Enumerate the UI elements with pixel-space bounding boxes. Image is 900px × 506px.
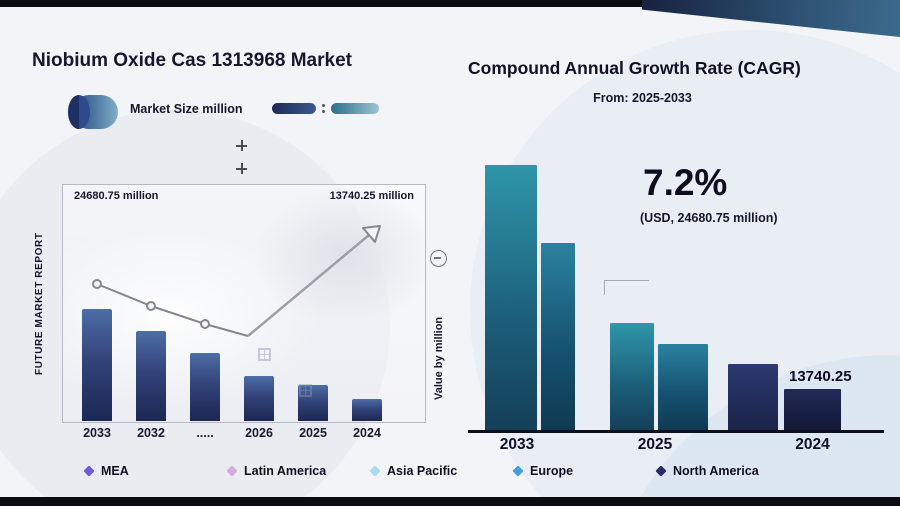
x-tick-2032: 2032 bbox=[137, 426, 165, 440]
cagr-x-tick-2025: 2025 bbox=[637, 436, 673, 453]
cagr-percentage: 7.2% bbox=[643, 162, 728, 203]
cagr-bar-2024 bbox=[784, 389, 841, 430]
legend-item-north-america: North America bbox=[655, 464, 800, 478]
x-tick-2024: 2024 bbox=[353, 426, 381, 440]
cylinder-icon bbox=[68, 95, 118, 129]
grid-icon bbox=[299, 384, 312, 397]
plus-icon bbox=[236, 140, 247, 151]
region-legend: MEA Latin America Asia Pacific Europe North … bbox=[83, 464, 800, 478]
right-x-axis-labels: 2033 2025 2024 bbox=[470, 436, 882, 458]
x-tick-2025: 2025 bbox=[299, 426, 327, 440]
legend-label: Asia Pacific bbox=[387, 464, 458, 478]
cagr-bar-2025 bbox=[610, 323, 654, 430]
right-x-axis bbox=[468, 430, 884, 433]
start-value-label: 24680.75 million bbox=[74, 190, 159, 202]
legend-diamond-icon bbox=[369, 465, 381, 477]
legend-pill-navy bbox=[272, 103, 316, 114]
legend-label: Latin America bbox=[244, 464, 327, 478]
end-value-label: 13740.25 million bbox=[329, 190, 414, 202]
legend-item-europe: Europe bbox=[512, 464, 657, 478]
right-y-axis-label: Value by million bbox=[433, 316, 445, 400]
market-size-bar-2032 bbox=[136, 331, 166, 421]
end-value-annotation: 13740.25 bbox=[789, 368, 852, 385]
trend-line bbox=[92, 225, 381, 337]
left-legend-label: Market Size million bbox=[130, 102, 243, 116]
left-chart-title: Niobium Oxide Cas 1313968 Market bbox=[32, 50, 352, 71]
legend-label: North America bbox=[673, 464, 759, 478]
legend-pills bbox=[272, 103, 379, 114]
bottom-border-bar bbox=[0, 497, 900, 506]
market-size-bars bbox=[62, 184, 424, 421]
colon-dots bbox=[322, 104, 325, 113]
market-size-bar-..... bbox=[190, 353, 220, 421]
market-size-bar-2024 bbox=[352, 399, 382, 421]
x-tick-2026: 2026 bbox=[245, 426, 273, 440]
left-x-axis-labels: 2033 2032..... 2026 2025 2024 bbox=[62, 426, 424, 446]
growth-arrow-head bbox=[362, 225, 381, 243]
callout-bracket bbox=[604, 280, 649, 295]
cagr-bar-2025 bbox=[658, 344, 708, 430]
cagr-bar-2033 bbox=[541, 243, 575, 430]
growth-arrow-shaft bbox=[247, 234, 370, 337]
market-size-bar-2033 bbox=[82, 309, 112, 421]
legend-pill-teal bbox=[331, 103, 379, 114]
minus-circle-icon bbox=[430, 250, 447, 267]
top-border-bar bbox=[0, 0, 900, 7]
plus-icon bbox=[236, 163, 247, 174]
market-size-bar-2026 bbox=[244, 376, 274, 421]
x-tick-.....: ..... bbox=[196, 426, 214, 440]
right-chart-title: Compound Annual Growth Rate (CAGR) bbox=[468, 58, 801, 78]
grid-icon bbox=[258, 348, 271, 361]
legend-diamond-icon bbox=[226, 465, 238, 477]
legend-label: MEA bbox=[101, 464, 129, 478]
cagr-x-tick-2033: 2033 bbox=[499, 436, 535, 453]
market-size-bar-2025 bbox=[298, 385, 328, 421]
cagr-period: From: 2025-2033 bbox=[593, 91, 692, 105]
legend-diamond-icon bbox=[655, 465, 667, 477]
legend-item-latin-america: Latin America bbox=[226, 464, 371, 478]
legend-label: Europe bbox=[530, 464, 574, 478]
legend-item-asia-pacific: Asia Pacific bbox=[369, 464, 514, 478]
left-y-axis-label: FUTURE MARKET REPORT bbox=[34, 232, 45, 376]
cagr-bars bbox=[470, 160, 882, 430]
x-tick-2033: 2033 bbox=[83, 426, 111, 440]
legend-diamond-icon bbox=[512, 465, 524, 477]
legend-item-mea: MEA bbox=[83, 464, 228, 478]
cagr-bar-2033 bbox=[485, 165, 537, 430]
chart-value-labels: 24680.75 million 13740.25 million bbox=[74, 190, 414, 202]
cagr-x-tick-2024: 2024 bbox=[795, 436, 830, 453]
legend-diamond-icon bbox=[83, 465, 95, 477]
cagr-basis: (USD, 24680.75 million) bbox=[640, 211, 778, 225]
cagr-bar-2024 bbox=[728, 364, 778, 430]
